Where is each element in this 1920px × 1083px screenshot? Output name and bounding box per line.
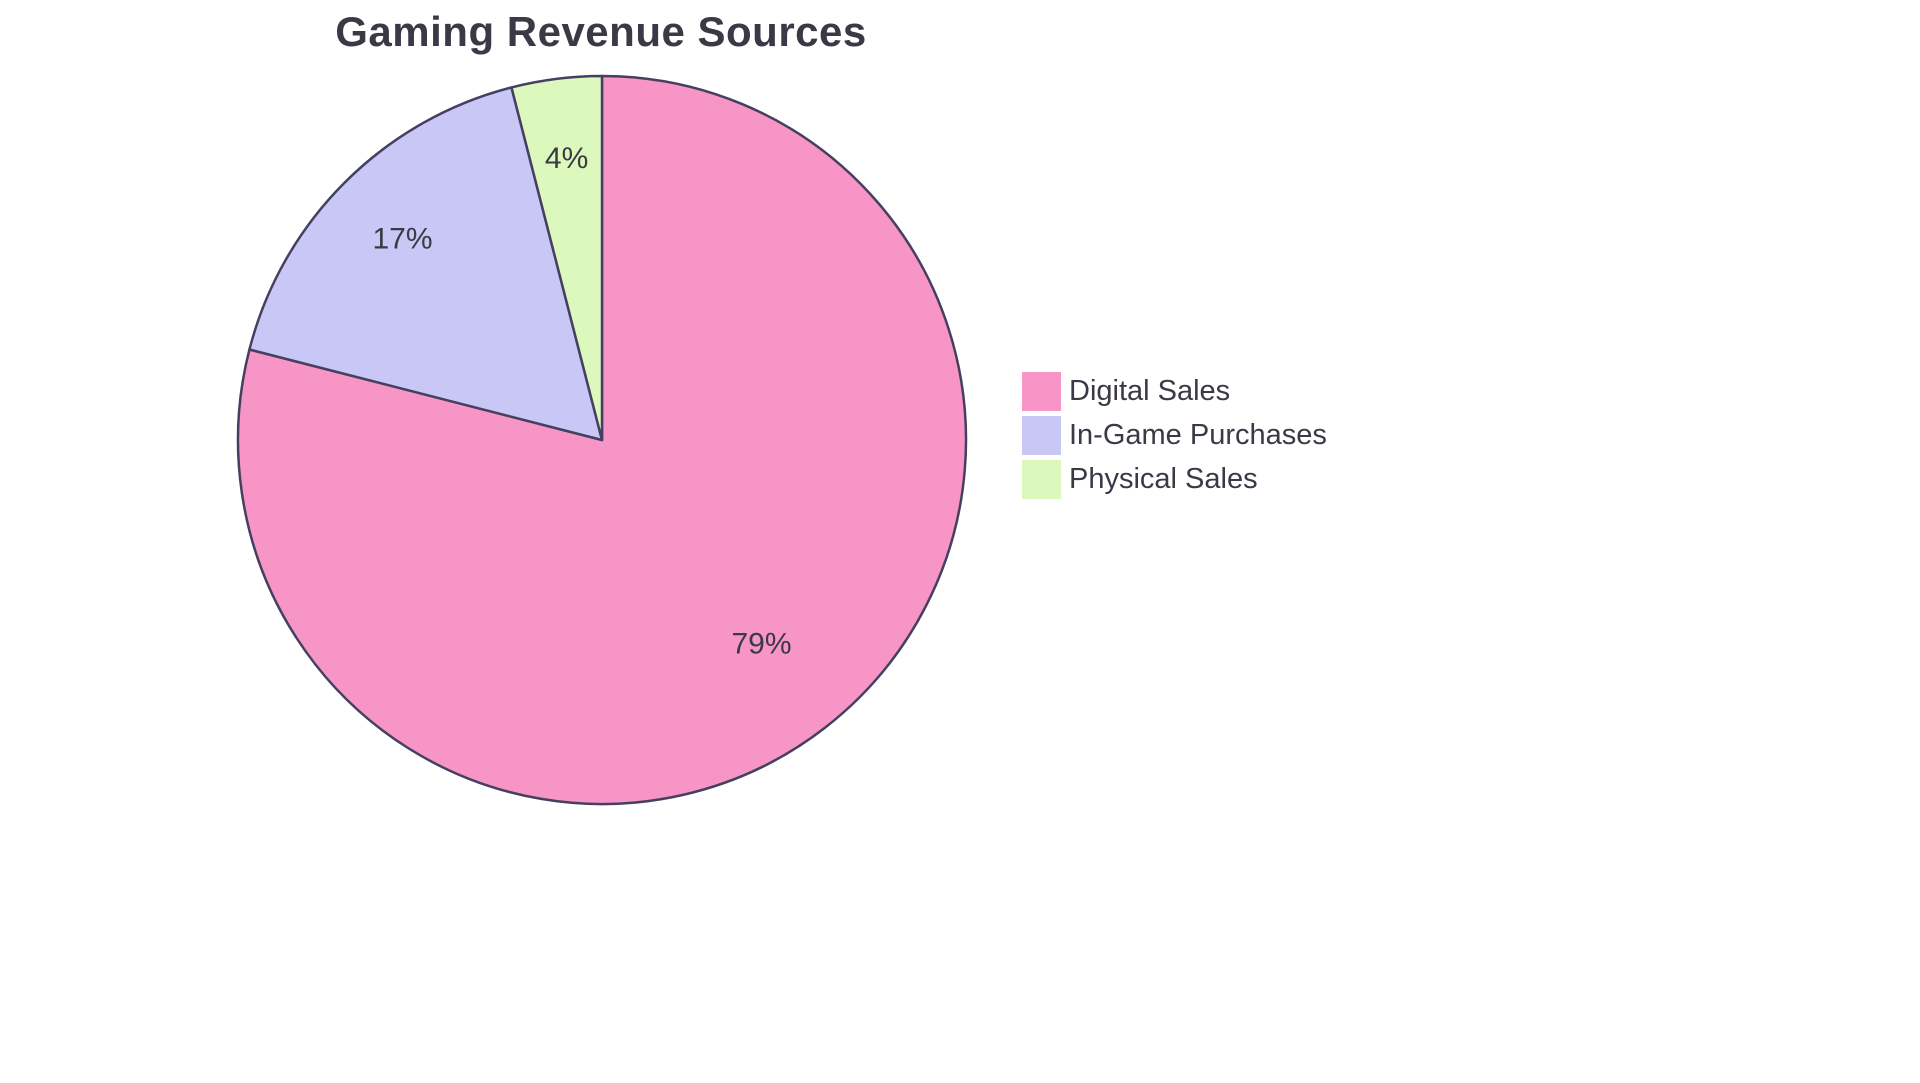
legend-item-physical-sales: Physical Sales [1022,460,1327,499]
legend-swatch-in-game-purchases [1022,416,1061,455]
pie-percent-label: 79% [731,628,791,661]
legend-label: Physical Sales [1069,463,1258,495]
legend-label: In-Game Purchases [1069,419,1327,451]
pie-slice-in-game-purchases [248,86,604,442]
legend-label: Digital Sales [1069,375,1231,407]
pie-percent-label: 4% [545,142,588,175]
pie-slice-physical-sales [510,74,604,442]
legend-swatch-physical-sales [1022,460,1061,499]
legend-item-in-game-purchases: In-Game Purchases [1022,416,1327,455]
legend-item-digital-sales: Digital Sales [1022,372,1327,411]
legend-swatch-digital-sales [1022,372,1061,411]
pie-percent-label: 17% [372,222,432,255]
legend: Digital Sales In-Game Purchases Physical… [1022,372,1327,499]
chart-title: Gaming Revenue Sources [335,8,867,55]
